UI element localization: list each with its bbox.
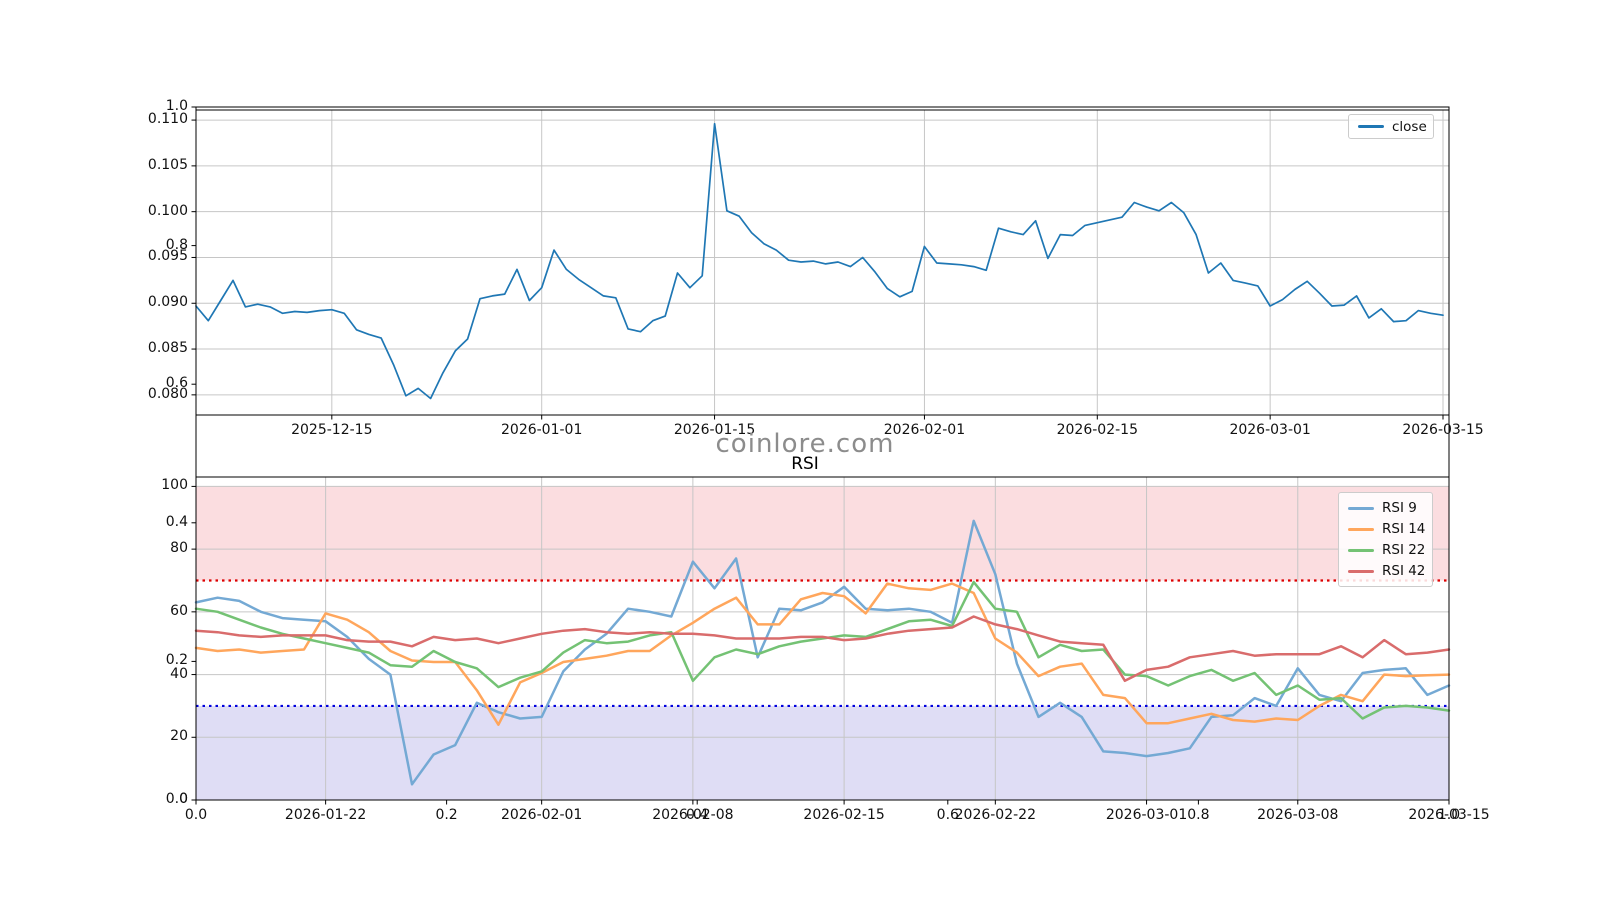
rsi-42-swatch (1348, 569, 1374, 573)
stray-ytick-label: 0.8 (165, 236, 188, 253)
stray-ytick-label: 0.0 (165, 791, 188, 807)
price-ytick-label: 0.085 (147, 340, 188, 357)
rsi-xtick-label: 2026-02-08 (652, 807, 734, 823)
rsi-22-swatch (1348, 548, 1374, 552)
stray-ytick-label: 0.2 (165, 652, 188, 669)
rsi-legend-row: RSI 14 (1348, 521, 1432, 537)
rsi-ytick-label: 20 (170, 728, 188, 745)
rsi-xtick-label: 2026-02-22 (954, 807, 1036, 823)
rsi-42-line (194, 615, 1451, 683)
rsi-legend-label: RSI 9 (1382, 500, 1417, 516)
price-axes-frame (195, 109, 1450, 416)
stray-xtick-label: 0.4 (686, 807, 709, 823)
stray-ytick-label: 1.0 (165, 98, 188, 114)
price-ytick-label: 0.105 (147, 156, 188, 173)
rsi-xtick-label: 2026-02-15 (803, 807, 885, 823)
rsi-9-swatch (1348, 506, 1374, 510)
price-xtick-label: 2026-01-01 (501, 422, 583, 438)
price-ytick-label: 0.110 (147, 111, 188, 128)
rsi-ytick-label: 60 (170, 602, 188, 619)
price-ytick-label: 0.100 (147, 202, 188, 219)
stray-xtick-label: 0.6 (936, 807, 959, 823)
rsi-xtick-label: 2026-03-15 (1408, 807, 1490, 823)
rsi-legend-label: RSI 42 (1382, 563, 1426, 579)
stray-xtick-label: 0.2 (435, 807, 458, 823)
rsi-14-line (194, 582, 1451, 726)
rsi-22-line (194, 580, 1451, 720)
price-legend-label-close: close (1392, 118, 1427, 135)
rsi-ytick-label: 100 (161, 477, 188, 494)
rsi-chart-title: RSI (791, 454, 819, 474)
rsi-ytick-label: 80 (170, 540, 188, 557)
stray-xtick-label: 1.0 (1437, 807, 1461, 823)
rsi-ytick-label: 40 (170, 665, 188, 682)
price-xtick-label: 2026-02-01 (883, 422, 966, 438)
rsi-xtick-label: 2026-01-22 (284, 807, 367, 823)
close-line-swatch (1358, 125, 1384, 128)
price-xtick-label: 2026-03-01 (1229, 422, 1311, 438)
watermark: coinlore.com (715, 429, 895, 459)
rsi-legend-row: RSI 22 (1348, 542, 1432, 558)
stray-xtick-label: 0.8 (1187, 807, 1210, 823)
price-ytick-label: 0.095 (147, 248, 188, 265)
rsi-ytick-label: 0 (179, 791, 188, 807)
rsi-xtick-label: 2026-03-01 (1105, 807, 1188, 823)
rsi-axes-frame (195, 476, 1450, 801)
rsi-legend-label: RSI 14 (1382, 521, 1426, 537)
price-xtick-label: 2025-12-15 (291, 422, 373, 438)
rsi-9-line (194, 519, 1451, 786)
price-legend-box: close (1348, 114, 1434, 139)
price-xtick-label: 2026-02-15 (1056, 422, 1138, 438)
stray-ytick-label: 0.4 (165, 513, 188, 530)
rsi-xtick-label: 2026-02-01 (500, 807, 583, 823)
rsi-14-swatch (1348, 527, 1374, 531)
rsi-legend-row: RSI 9 (1348, 500, 1432, 516)
stray-xtick-label: 0.0 (184, 807, 208, 823)
overbought-band (196, 486, 1449, 581)
rsi-xtick-label: 2026-03-08 (1257, 807, 1339, 823)
rsi-legend-row: RSI 42 (1348, 563, 1432, 579)
rsi-legend-box: RSI 9 RSI 14 RSI 22 RSI 42 (1338, 492, 1433, 587)
rsi-legend-label: RSI 22 (1382, 542, 1426, 558)
price-xtick-label: 2026-03-15 (1402, 422, 1484, 438)
stray-ytick-label: 0.6 (165, 375, 188, 392)
price-ytick-label: 0.080 (147, 385, 188, 402)
close-price-line (195, 122, 1444, 400)
price-ytick-label: 0.090 (147, 294, 188, 311)
price-xtick-label: 2026-01-15 (673, 422, 756, 438)
